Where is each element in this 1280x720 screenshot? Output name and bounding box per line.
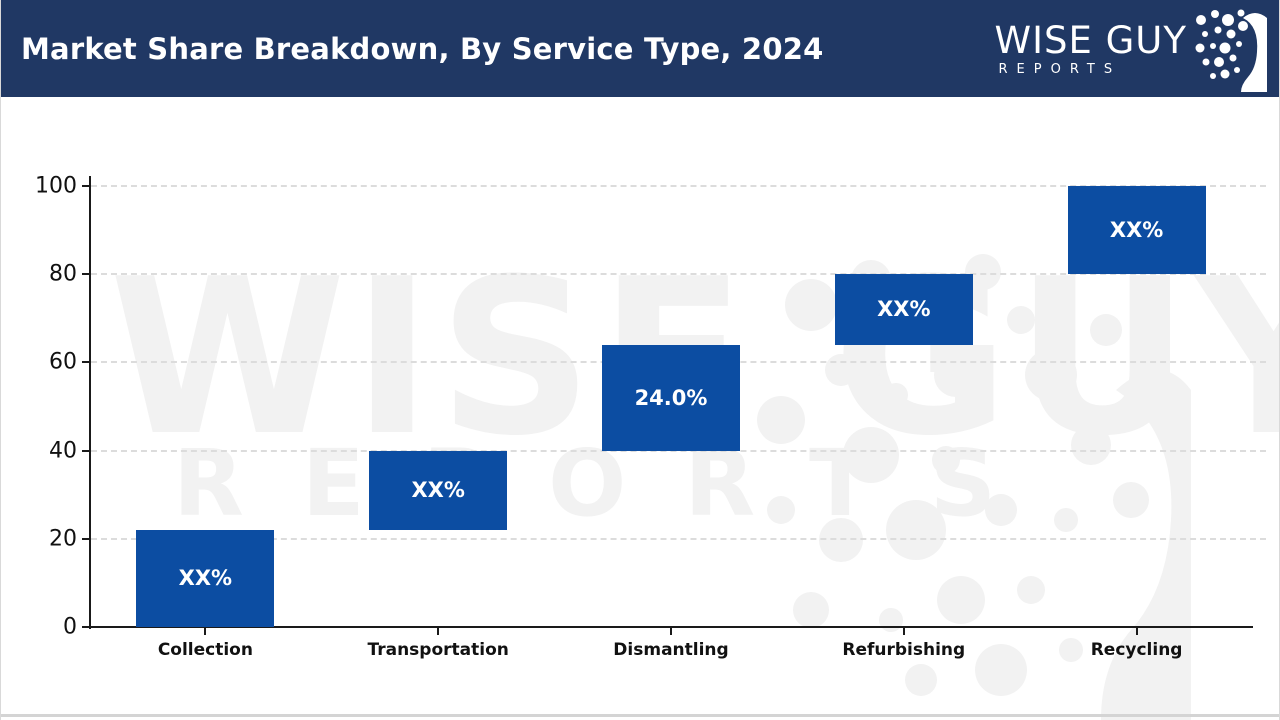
y-tick-mark-60 <box>82 361 89 364</box>
bar-value-label: XX% <box>178 566 233 591</box>
y-axis-spine <box>89 176 91 629</box>
x-tick-label-refurbishing: Refurbishing <box>842 640 966 660</box>
x-tick-mark-collection <box>204 627 207 635</box>
bar-value-label: XX% <box>411 478 465 503</box>
bar-value-label: 24.0% <box>634 385 708 410</box>
logo-head-icon <box>1195 9 1267 92</box>
y-tick-label-40: 40 <box>49 438 77 464</box>
bar-recycling[interactable]: XX% <box>1067 186 1206 275</box>
gridline-y-100 <box>91 185 1266 187</box>
x-tick-mark-recycling <box>1135 627 1138 635</box>
footer-rule <box>1 714 1279 717</box>
x-tick-mark-transportation <box>437 627 440 635</box>
bar-value-label: XX% <box>1109 218 1164 243</box>
y-tick-label-100: 100 <box>35 173 77 199</box>
y-tick-mark-100 <box>82 185 89 187</box>
x-tick-label-transportation: Transportation <box>367 640 509 660</box>
y-tick-label-80: 80 <box>49 261 77 287</box>
y-tick-label-60: 60 <box>49 349 77 375</box>
header-bar: Market Share Breakdown, By Service Type,… <box>1 0 1279 97</box>
bar-value-label: XX% <box>877 297 931 322</box>
bar-transportation[interactable]: XX% <box>369 450 508 530</box>
x-tick-label-recycling: Recycling <box>1090 640 1183 660</box>
logo-line1: WISE GUY <box>994 18 1187 62</box>
x-tick-label-dismantling: Dismantling <box>613 640 729 660</box>
gridline-y-40 <box>91 449 1266 452</box>
page-title: Market Share Breakdown, By Service Type,… <box>21 31 824 66</box>
bar-refurbishing[interactable]: XX% <box>834 274 973 345</box>
logo-line2: REPORTS <box>998 61 1122 77</box>
bar-collection[interactable]: XX% <box>136 529 275 627</box>
wiseguy-logo: WISE GUY REPORTS <box>994 6 1279 92</box>
y-tick-mark-40 <box>82 449 89 452</box>
x-tick-label-collection: Collection <box>157 640 253 660</box>
y-tick-mark-80 <box>82 273 89 276</box>
x-tick-mark-refurbishing <box>902 627 905 635</box>
x-tick-mark-dismantling <box>670 627 672 635</box>
gridline-y-20 <box>91 537 1266 540</box>
y-tick-label-20: 20 <box>49 526 77 552</box>
y-tick-mark-0 <box>82 626 89 628</box>
y-tick-label-0: 0 <box>63 614 77 640</box>
bar-dismantling[interactable]: 24.0% <box>602 344 740 451</box>
y-tick-mark-20 <box>82 537 89 540</box>
gridline-y-80 <box>91 273 1266 276</box>
